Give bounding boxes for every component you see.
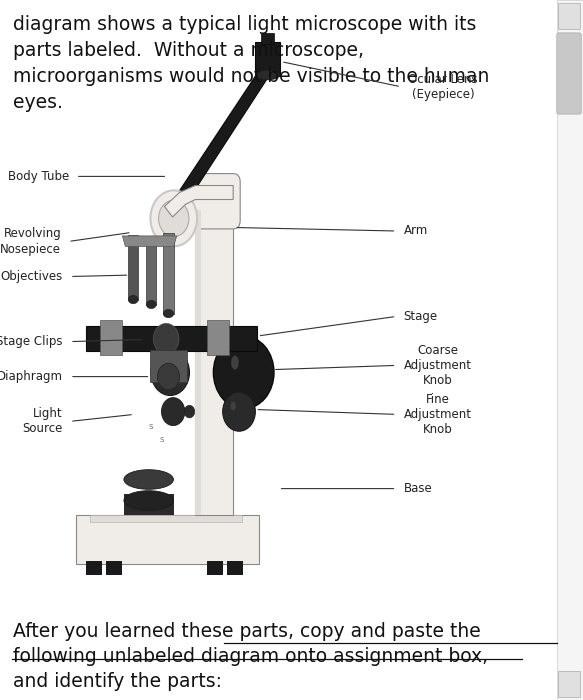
Text: Arm: Arm [403, 225, 428, 237]
Text: After you learned these parts, copy and paste the
following unlabeled diagram on: After you learned these parts, copy and … [13, 622, 488, 691]
Circle shape [213, 336, 274, 409]
Ellipse shape [163, 309, 174, 318]
Bar [195, 210, 201, 514]
Bar [150, 350, 187, 382]
Bar [195, 210, 233, 514]
Text: Stage Clips: Stage Clips [0, 335, 63, 348]
Circle shape [223, 392, 255, 431]
Text: Ocular Lens
(Eyepiece): Ocular Lens (Eyepiece) [408, 73, 477, 101]
Text: Light
Source: Light Source [23, 407, 63, 435]
Bar [163, 233, 174, 314]
FancyBboxPatch shape [188, 174, 240, 229]
Polygon shape [164, 186, 233, 217]
Polygon shape [86, 326, 257, 351]
Bar [207, 561, 223, 575]
Text: S: S [160, 437, 164, 442]
Polygon shape [164, 70, 273, 214]
Ellipse shape [231, 356, 239, 370]
Bar [146, 243, 156, 304]
Ellipse shape [124, 470, 174, 489]
Bar [207, 320, 229, 355]
Polygon shape [122, 236, 177, 246]
Circle shape [153, 323, 179, 354]
Text: Diaphragm: Diaphragm [0, 370, 63, 383]
Bar [90, 514, 242, 522]
Text: Fine
Adjustment
Knob: Fine Adjustment Knob [403, 393, 472, 436]
Bar [558, 671, 580, 697]
Text: Revolving
Nosepiece: Revolving Nosepiece [0, 228, 61, 256]
Ellipse shape [124, 491, 174, 510]
Bar [261, 33, 274, 44]
Ellipse shape [231, 402, 236, 410]
Polygon shape [76, 514, 259, 564]
Circle shape [150, 190, 197, 246]
Ellipse shape [146, 300, 156, 309]
Text: Body Tube: Body Tube [8, 170, 69, 183]
Circle shape [151, 349, 189, 396]
Ellipse shape [128, 295, 138, 304]
Ellipse shape [255, 70, 280, 80]
Bar [227, 561, 243, 575]
Bar [86, 561, 102, 575]
Bar [124, 494, 174, 514]
Bar [255, 42, 280, 76]
Circle shape [161, 398, 185, 426]
Bar [100, 320, 122, 355]
Circle shape [157, 363, 180, 390]
Text: diagram shows a typical light microscope with its
parts labeled.  Without a micr: diagram shows a typical light microscope… [13, 15, 489, 111]
Text: S: S [148, 424, 153, 430]
Text: Objectives: Objectives [1, 270, 63, 283]
Text: Coarse
Adjustment
Knob: Coarse Adjustment Knob [403, 344, 472, 387]
Bar [106, 561, 122, 575]
Circle shape [159, 200, 189, 237]
Text: Stage: Stage [403, 310, 438, 323]
Bar [557, 0, 583, 700]
Bar [558, 3, 580, 29]
Circle shape [184, 405, 195, 418]
Text: Base: Base [403, 482, 432, 495]
FancyBboxPatch shape [557, 33, 581, 114]
Bar [128, 235, 138, 300]
